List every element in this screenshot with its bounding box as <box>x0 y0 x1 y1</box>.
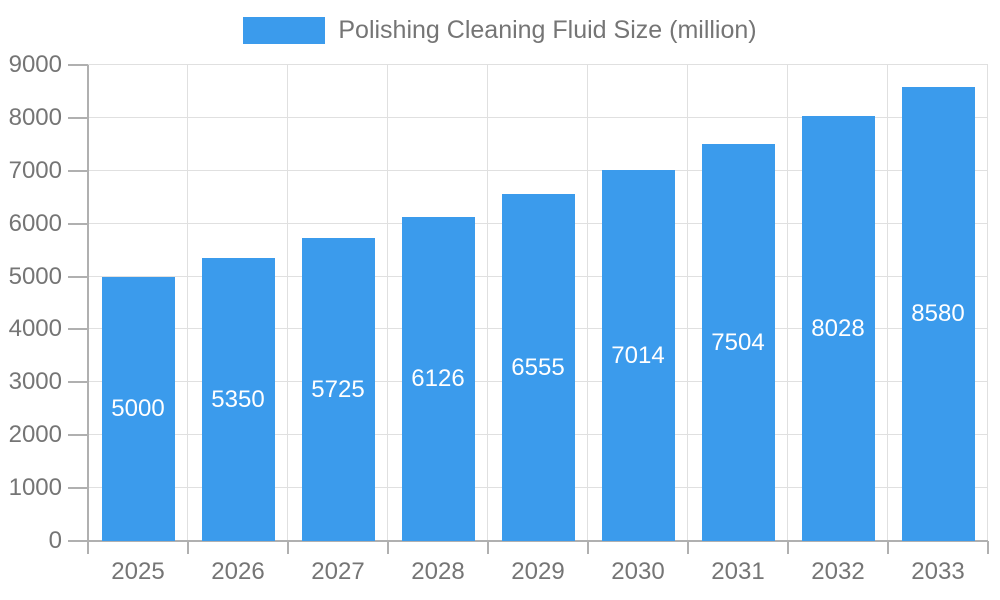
x-tick <box>487 541 489 554</box>
y-tick-label: 1000 <box>8 474 62 502</box>
bar-value-label: 6126 <box>411 364 465 392</box>
bar-value-label: 5725 <box>311 375 365 403</box>
x-tick-label: 2031 <box>711 558 765 585</box>
x-tick-label: 2029 <box>511 558 565 585</box>
x-gridline <box>587 65 588 541</box>
y-gridline <box>88 169 988 171</box>
y-tick-label: 5000 <box>8 262 62 290</box>
legend-swatch-icon <box>243 17 326 44</box>
x-tick <box>787 541 789 554</box>
x-tick <box>587 541 589 554</box>
y-tick-label: 2000 <box>8 421 62 449</box>
bar-value-label: 8580 <box>911 300 965 328</box>
y-tick <box>68 64 88 66</box>
bar-value-label: 5000 <box>111 394 165 422</box>
x-tick-label: 2026 <box>211 558 265 585</box>
bar-value-label: 7014 <box>611 341 665 369</box>
x-tick-label: 2030 <box>611 558 665 585</box>
x-gridline <box>887 65 888 541</box>
y-tick-label: 4000 <box>8 315 62 343</box>
y-tick <box>68 487 88 490</box>
bar[interactable]: 6555 <box>501 194 575 541</box>
bar-value-label: 5350 <box>211 385 265 413</box>
y-tick <box>68 169 88 172</box>
y-tick-label: 7000 <box>8 156 62 184</box>
y-tick-label: 9000 <box>8 51 62 78</box>
bar[interactable]: 7504 <box>701 144 775 541</box>
x-tick-label: 2025 <box>111 558 165 585</box>
chart-legend[interactable]: Polishing Cleaning Fluid Size (million) <box>0 17 1000 44</box>
x-gridline <box>487 65 488 541</box>
x-tick-label: 2027 <box>311 558 365 585</box>
x-tick <box>387 541 389 554</box>
y-tick <box>68 275 88 278</box>
x-tick <box>887 541 889 554</box>
x-gridline <box>387 65 388 541</box>
x-tick-label: 2032 <box>811 558 865 585</box>
y-tick-label: 8000 <box>8 103 62 131</box>
bar-value-label: 6555 <box>511 353 565 381</box>
bar[interactable]: 8028 <box>801 116 875 541</box>
bar[interactable]: 6126 <box>401 217 475 541</box>
x-tick <box>687 541 689 554</box>
x-gridline <box>187 65 188 541</box>
y-tick <box>68 381 88 384</box>
x-tick-label: 2033 <box>911 558 965 585</box>
x-tick <box>287 541 289 554</box>
y-tick-label: 3000 <box>8 368 62 396</box>
y-axis-line <box>87 65 89 554</box>
y-gridline <box>88 64 988 65</box>
x-axis-line <box>87 540 988 542</box>
bar[interactable]: 8580 <box>901 87 975 541</box>
x-tick <box>187 541 189 554</box>
bar[interactable]: 7014 <box>601 170 675 541</box>
x-tick <box>987 541 989 554</box>
y-gridline <box>88 116 988 118</box>
bar-value-label: 7504 <box>711 328 765 356</box>
y-tick <box>68 540 88 542</box>
y-tick-label: 6000 <box>8 209 62 237</box>
legend-label: Polishing Cleaning Fluid Size (million) <box>338 16 757 44</box>
bar[interactable]: 5725 <box>301 238 375 541</box>
y-tick <box>68 328 88 331</box>
y-tick <box>68 222 88 225</box>
x-gridline <box>987 65 988 541</box>
x-tick-label: 2028 <box>411 558 465 585</box>
bar[interactable]: 5000 <box>101 276 175 541</box>
y-tick <box>68 434 88 437</box>
x-gridline <box>287 65 288 541</box>
x-gridline <box>687 65 688 541</box>
y-tick-label: 0 <box>48 527 62 554</box>
y-tick <box>68 116 88 119</box>
x-gridline <box>787 65 788 541</box>
bar[interactable]: 5350 <box>201 258 275 541</box>
bar-value-label: 8028 <box>811 314 865 342</box>
